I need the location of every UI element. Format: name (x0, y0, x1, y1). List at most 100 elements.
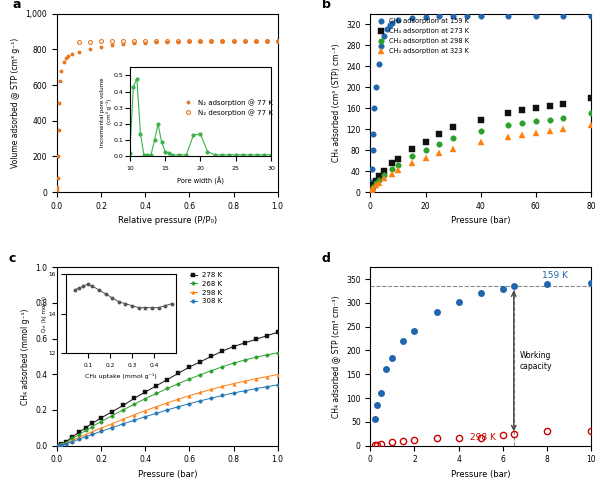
CH₄ adsorption at 273 K (532, 105, 539, 111)
CH₄ adsorption at 298 K (505, 122, 512, 128)
CH₄ adsorption at 273 K (367, 188, 374, 194)
CH₄ adsorption at 159 K (408, 15, 415, 21)
278 K (230, 344, 237, 350)
298 K (119, 416, 127, 422)
N₂ desorption @ 77 K (263, 38, 270, 44)
298 K (263, 374, 270, 380)
CH₄ adsorption at 323 K (505, 134, 512, 140)
N₂ adsorption @ 77 K (60, 59, 67, 65)
268 K (89, 424, 96, 430)
268 K (208, 368, 215, 374)
278 K (119, 403, 127, 409)
CH₄ adsorption at 159 K (368, 179, 375, 185)
N₂ adsorption @ 77 K (119, 41, 127, 47)
CH₄ adsorption at 323 K (532, 130, 539, 136)
N₂ desorption @ 77 K (131, 38, 138, 44)
Line: CH₄ adsorption at 323 K: CH₄ adsorption at 323 K (368, 123, 594, 194)
CH₄ adsorption at 323 K (380, 176, 388, 182)
CH₄ adsorption at 273 K (546, 103, 553, 109)
308 K (175, 404, 182, 410)
N₂ adsorption @ 77 K (186, 38, 193, 44)
308 K (53, 443, 61, 449)
CH₄ adsorption at 323 K (560, 126, 567, 132)
278 K (89, 420, 96, 426)
CH₄ adsorption at 323 K (546, 128, 553, 133)
278 K (109, 409, 116, 414)
308 K (98, 429, 105, 434)
278 K (131, 395, 138, 401)
CH₄ adsorption at 159 K (378, 43, 385, 49)
CH₄ adsorption at 159 K (370, 131, 377, 137)
CH₄ adsorption at 159 K (372, 84, 379, 90)
CH₄ adsorption at 298 K (368, 187, 376, 192)
Text: c: c (8, 252, 16, 265)
CH₄ adsorption at 323 K (372, 183, 379, 188)
N₂ adsorption @ 77 K (131, 40, 138, 46)
CH₄ adsorption at 273 K (368, 187, 375, 192)
N₂ adsorption @ 77 K (208, 38, 215, 44)
CH₄ adsorption at 159 K (383, 26, 391, 32)
CH₄ adsorption at 159 K (436, 13, 443, 19)
298 K (69, 438, 76, 444)
CH₄ adsorption at 159 K (587, 13, 595, 19)
CH₄ adsorption at 298 K (587, 111, 595, 116)
268 K (219, 364, 226, 370)
N₂ adsorption @ 77 K (62, 56, 70, 61)
N₂ desorption @ 77 K (76, 39, 83, 45)
Text: b: b (322, 0, 331, 11)
Line: 268 K: 268 K (55, 351, 280, 448)
CH₄ adsorption at 159 K (368, 166, 376, 171)
278 K (69, 434, 76, 440)
298 K (241, 378, 248, 384)
308 K (109, 425, 116, 431)
CH₄ adsorption at 323 K (370, 185, 377, 191)
Text: a: a (13, 0, 22, 11)
CH₄ adsorption at 298 K (477, 128, 484, 133)
CH₄ adsorption at 298 K (408, 153, 415, 159)
308 K (89, 431, 96, 437)
CH₄ adsorption at 159 K (371, 105, 378, 111)
X-axis label: Pressure (bar): Pressure (bar) (451, 216, 511, 225)
N₂ desorption @ 77 K (186, 38, 193, 44)
308 K (58, 442, 65, 448)
N₂ adsorption @ 77 K (98, 44, 105, 50)
N₂ adsorption @ 77 K (53, 187, 61, 193)
N₂ adsorption @ 77 K (252, 38, 259, 44)
278 K (98, 415, 105, 421)
268 K (152, 391, 160, 396)
N₂ desorption @ 77 K (219, 38, 226, 44)
298 K (197, 390, 204, 395)
308 K (197, 398, 204, 404)
278 K (82, 425, 89, 431)
N₂ adsorption @ 77 K (230, 38, 237, 44)
298 K (186, 393, 193, 398)
CH₄ adsorption at 323 K (477, 139, 484, 145)
268 K (69, 435, 76, 441)
298 K (76, 435, 83, 441)
268 K (58, 441, 65, 447)
CH₄ adsorption at 159 K (505, 13, 512, 19)
278 K (142, 389, 149, 395)
N₂ desorption @ 77 K (208, 38, 215, 44)
268 K (131, 401, 138, 407)
CH₄ adsorption at 273 K (560, 101, 567, 107)
CH₄ adsorption at 323 K (422, 155, 429, 161)
CH₄ adsorption at 323 K (375, 180, 382, 186)
268 K (263, 352, 270, 358)
298 K (164, 400, 171, 406)
CH₄ adsorption at 273 K (587, 94, 595, 100)
278 K (62, 439, 70, 445)
Legend: CH₄ adsorption at 159 K, CH₄ adsorption at 273 K, CH₄ adsorption at 298 K, CH₄ a: CH₄ adsorption at 159 K, CH₄ adsorption … (376, 17, 470, 56)
278 K (53, 443, 61, 449)
CH₄ adsorption at 273 K (389, 160, 396, 166)
298 K (175, 396, 182, 402)
N₂ desorption @ 77 K (252, 38, 259, 44)
N₂ adsorption @ 77 K (54, 175, 61, 181)
298 K (219, 383, 226, 389)
308 K (142, 414, 149, 420)
278 K (274, 329, 281, 335)
268 K (98, 419, 105, 425)
CH₄ adsorption at 298 K (368, 187, 375, 193)
CH₄ adsorption at 298 K (367, 188, 374, 194)
268 K (175, 381, 182, 387)
